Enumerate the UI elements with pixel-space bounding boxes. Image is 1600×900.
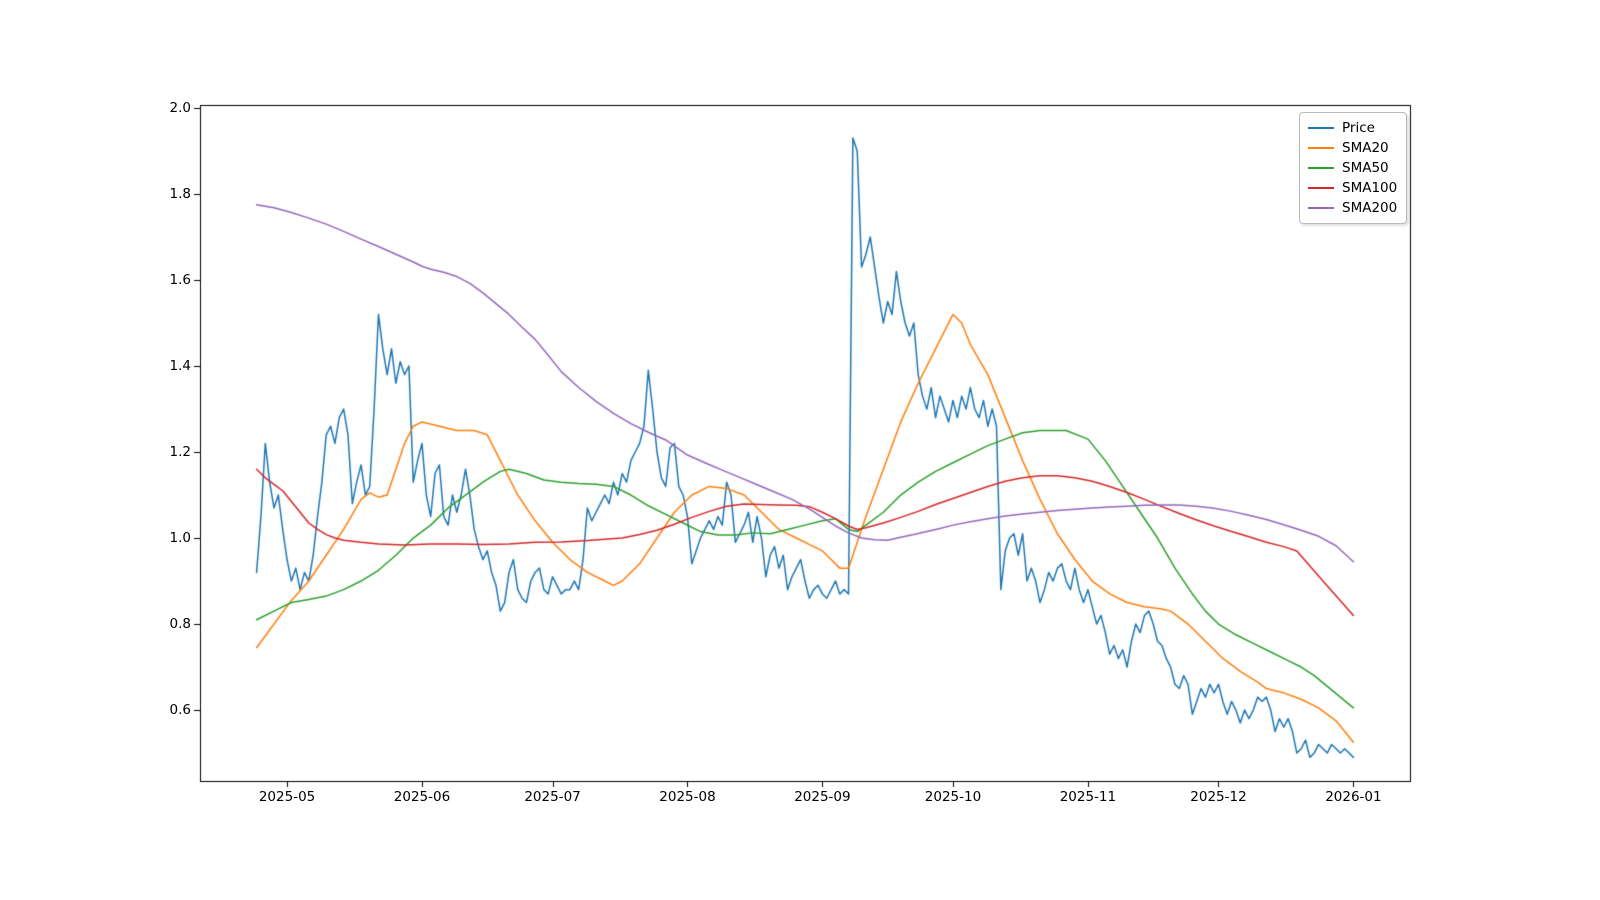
x-tick-label: 2025-11: [1059, 789, 1117, 805]
legend-label-sma200: SMA200: [1342, 200, 1398, 216]
legend-item-sma20: SMA20: [1308, 138, 1397, 158]
y-tick-label: 0.8: [169, 616, 191, 633]
legend-item-price: Price: [1308, 118, 1397, 138]
y-tick-label: 1.8: [169, 186, 191, 202]
x-tick-label: 2025-10: [924, 789, 982, 805]
legend-line-sample-sma50: [1308, 167, 1334, 169]
x-tick-label: 2025-07: [524, 789, 581, 805]
y-tick-label: 1.2: [169, 444, 191, 461]
x-tick-label: 2026-01: [1325, 789, 1382, 805]
chart-legend: Price SMA20 SMA50 SMA100 SMA200: [1299, 112, 1408, 224]
legend-item-sma200: SMA200: [1308, 198, 1397, 218]
y-tick-label: 2.0: [169, 100, 191, 116]
legend-label-sma50: SMA50: [1342, 160, 1389, 176]
y-tick-label: 1.6: [169, 272, 191, 289]
legend-line-sample-sma200: [1308, 207, 1334, 209]
legend-line-sample-sma100: [1308, 187, 1334, 189]
y-tick-label: 1.4: [169, 358, 191, 375]
x-tick-label: 2025-09: [794, 789, 851, 805]
legend-item-sma50: SMA50: [1308, 158, 1397, 178]
legend-line-sample-sma20: [1308, 147, 1334, 149]
y-tick-label: 0.6: [169, 702, 191, 719]
legend-label-sma100: SMA100: [1342, 180, 1398, 196]
y-tick-label: 1.0: [169, 530, 191, 547]
legend-line-sample-price: [1308, 127, 1334, 129]
x-tick-label: 2025-06: [393, 789, 451, 805]
legend-label-sma20: SMA20: [1342, 140, 1389, 156]
x-tick-label: 2025-08: [659, 789, 716, 805]
legend-label-price: Price: [1342, 120, 1375, 136]
x-tick-label: 2025-12: [1190, 789, 1247, 805]
x-tick-label: 2025-05: [258, 789, 316, 805]
legend-item-sma100: SMA100: [1308, 178, 1397, 198]
